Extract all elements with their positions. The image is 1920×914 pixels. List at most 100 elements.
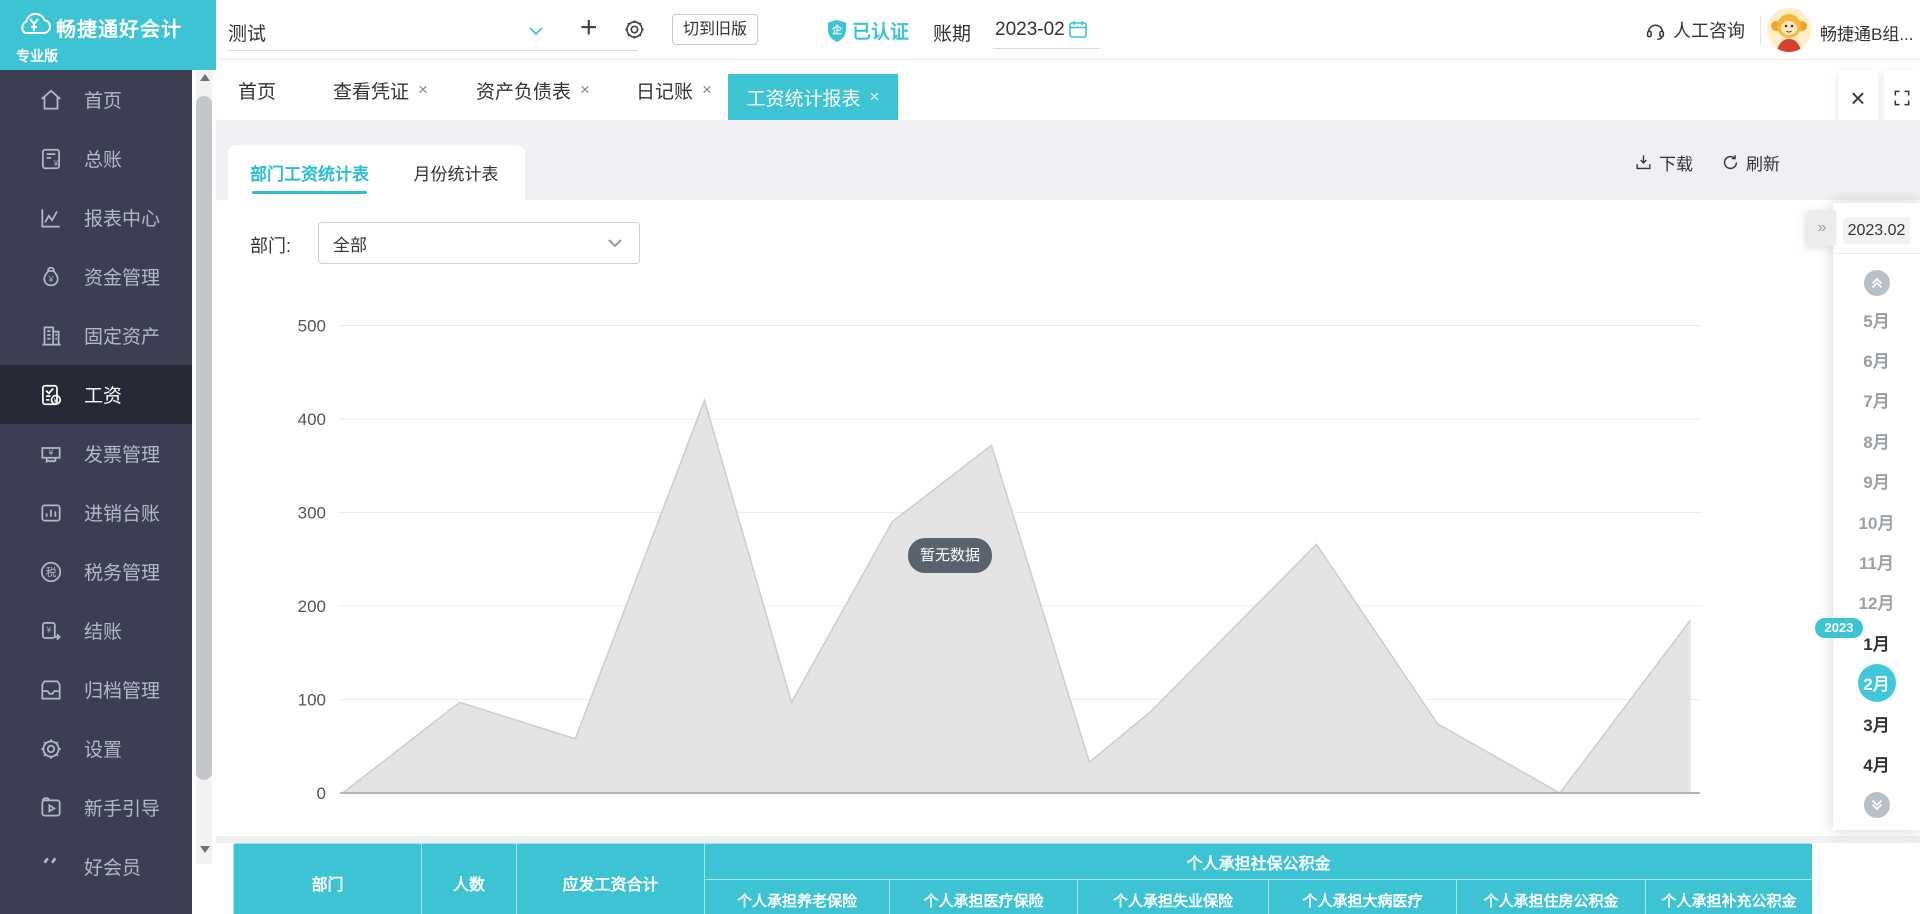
download-button[interactable]: 下载 xyxy=(1634,150,1693,175)
sidebar-item-member[interactable]: 好会员 xyxy=(0,837,192,896)
scrollbar-up-arrow[interactable] xyxy=(200,74,210,81)
tab-label: 首页 xyxy=(238,81,277,103)
tab-month-table[interactable]: 月份统计表 xyxy=(413,165,499,184)
svg-text:¥: ¥ xyxy=(48,273,54,283)
add-account-set-button[interactable]: + xyxy=(580,11,598,44)
tab-dept-salary-table[interactable]: 部门工资统计表 xyxy=(228,145,391,200)
col-header-gross-total: 应发工资合计 xyxy=(516,843,705,914)
sidebar-item-salary[interactable]: ¥ 工资 xyxy=(0,365,192,424)
sidebar-item-label: 工资 xyxy=(84,386,123,407)
close-icon[interactable]: × xyxy=(869,87,880,106)
scrollbar-thumb[interactable] xyxy=(196,96,212,780)
shield-icon: 企 xyxy=(826,19,848,43)
sidebar-item-reports[interactable]: 报表中心 xyxy=(0,188,192,247)
download-icon xyxy=(1636,154,1651,169)
svg-text:¥: ¥ xyxy=(53,159,59,168)
month-item-2月[interactable]: 2月 xyxy=(1833,663,1920,703)
sidebar-item-guide[interactable]: 新手引导 xyxy=(0,778,192,837)
purchase-ledger-icon xyxy=(41,504,61,521)
sidebar-item-closing[interactable]: ¥ 结账 xyxy=(0,601,192,660)
close-icon[interactable]: × xyxy=(418,80,428,99)
account-select[interactable]: 测试 xyxy=(228,24,267,45)
report-actions: 下载 刷新 xyxy=(1634,145,1780,179)
sidebar-scrollbar[interactable] xyxy=(192,60,216,914)
account-select-underline xyxy=(228,50,638,51)
archive-icon xyxy=(41,679,61,700)
sidebar-item-assets[interactable]: 固定资产 xyxy=(0,306,192,365)
sidebar-item-label: 首页 xyxy=(84,91,123,112)
double-chevron-right-icon: » xyxy=(1817,219,1827,236)
month-item-3月[interactable]: 3月 xyxy=(1863,715,1890,735)
period-value[interactable]: 2023-02 xyxy=(995,19,1065,40)
sidebar-item-purchase-sales[interactable]: 进销台账 xyxy=(0,483,192,542)
tab-balance-sheet[interactable]: 资产负债表 × xyxy=(476,60,590,120)
switch-old-version-button[interactable]: 切到旧版 xyxy=(672,14,758,45)
tab-salary-report[interactable]: 工资统计报表 × xyxy=(728,74,898,120)
sidebar-item-settings[interactable]: 设置 xyxy=(0,719,192,778)
month-item-11月[interactable]: 11月 xyxy=(1859,554,1894,574)
month-item-12月[interactable]: 12月 xyxy=(1858,594,1895,614)
month-item-6月[interactable]: 6月 xyxy=(1863,352,1890,372)
scroll-months-down-button[interactable] xyxy=(1863,792,1890,818)
col-header-supplementary-fund: 个人承担补充公积金 xyxy=(1644,879,1812,914)
tab-voucher[interactable]: 查看凭证 × xyxy=(333,60,428,120)
col-header-pension: 个人承担养老保险 xyxy=(704,879,890,914)
user-name[interactable]: 畅捷通B组... xyxy=(1820,25,1914,44)
gear-icon[interactable] xyxy=(622,17,647,42)
fullscreen-button[interactable] xyxy=(1884,70,1920,126)
home-icon xyxy=(41,89,61,110)
sidebar-item-tax[interactable]: 税 税务管理 xyxy=(0,542,192,601)
tab-label: 查看凭证 xyxy=(333,81,410,103)
support-button[interactable]: 人工咨询 xyxy=(1645,17,1745,43)
sidebar-item-ledger[interactable]: ¥ 总账 xyxy=(0,129,192,188)
panel-collapse-button[interactable]: » xyxy=(1808,210,1836,246)
month-item-7月[interactable]: 7月 xyxy=(1863,392,1890,412)
department-select-value: 全部 xyxy=(333,235,367,255)
calendar-icon[interactable] xyxy=(1068,19,1088,39)
salary-table: 部门 人数 应发工资合计 个人承担社保公积金 个人承担养老保险 个人承担医疗保险… xyxy=(233,843,1812,914)
sidebar-item-archive[interactable]: 归档管理 xyxy=(0,660,192,719)
month-item-1月[interactable]: 1月 xyxy=(1863,634,1890,654)
brand-logo[interactable]: 畅捷通好会计 专业版 xyxy=(0,0,216,70)
close-all-tabs-button[interactable]: × xyxy=(1838,70,1878,126)
sidebar-item-label: 好会员 xyxy=(84,858,142,879)
document-tab-bar: 首页 查看凭证 × 资产负债表 × 日记账 × 工资统计报表 × × xyxy=(216,60,1920,126)
tab-home[interactable]: 首页 xyxy=(238,60,276,120)
month-item-4月[interactable]: 4月 xyxy=(1863,755,1890,775)
month-item-8月[interactable]: 8月 xyxy=(1863,432,1890,452)
month-item-10月[interactable]: 10月 xyxy=(1858,513,1895,533)
sidebar-item-funds[interactable]: ¥ 资金管理 xyxy=(0,247,192,306)
no-data-tooltip: 暂无数据 xyxy=(908,538,992,573)
scrollbar-down-arrow[interactable] xyxy=(200,846,210,853)
tab-label: 工资统计报表 xyxy=(746,88,861,110)
double-chevron-down-icon xyxy=(1871,799,1882,811)
svg-text:¥: ¥ xyxy=(54,395,59,404)
sidebar-item-invoice[interactable]: ¥ 发票管理 xyxy=(0,424,192,483)
sidebar-item-label: 进销台账 xyxy=(84,504,161,525)
headset-icon xyxy=(1645,20,1666,41)
department-select[interactable]: 全部 xyxy=(318,222,640,264)
close-icon[interactable]: × xyxy=(580,80,590,99)
report-tabs: 部门工资统计表 月份统计表 xyxy=(228,145,525,200)
sidebar-item-home[interactable]: 首页 xyxy=(0,70,192,129)
panel-divider xyxy=(1833,253,1920,254)
svg-text:¥: ¥ xyxy=(48,447,54,457)
scroll-months-up-button[interactable] xyxy=(1863,270,1890,296)
sidebar-item-label: 税务管理 xyxy=(84,563,161,584)
sidebar: 首页 ¥ 总账 报表中心 ¥ 资金管理 固定资产 ¥ 工资 ¥ 发票管理 进销台… xyxy=(0,70,192,914)
report-chart-icon xyxy=(41,208,60,228)
refresh-button[interactable]: 刷新 xyxy=(1721,150,1780,175)
certified-badge[interactable]: 企 已认证 xyxy=(826,17,909,44)
month-item-9月[interactable]: 9月 xyxy=(1863,473,1890,493)
month-item-5月[interactable]: 5月 xyxy=(1863,311,1890,331)
tab-journal[interactable]: 日记账 × xyxy=(636,60,712,120)
close-icon[interactable]: × xyxy=(702,80,712,99)
download-label: 下载 xyxy=(1659,154,1693,174)
avatar[interactable] xyxy=(1767,8,1811,52)
fullscreen-icon xyxy=(1894,90,1910,106)
brand-title: 畅捷通好会计 xyxy=(56,19,182,41)
chevron-down-icon[interactable] xyxy=(527,22,545,40)
col-header-headcount: 人数 xyxy=(421,843,517,914)
gear-icon xyxy=(41,738,61,759)
